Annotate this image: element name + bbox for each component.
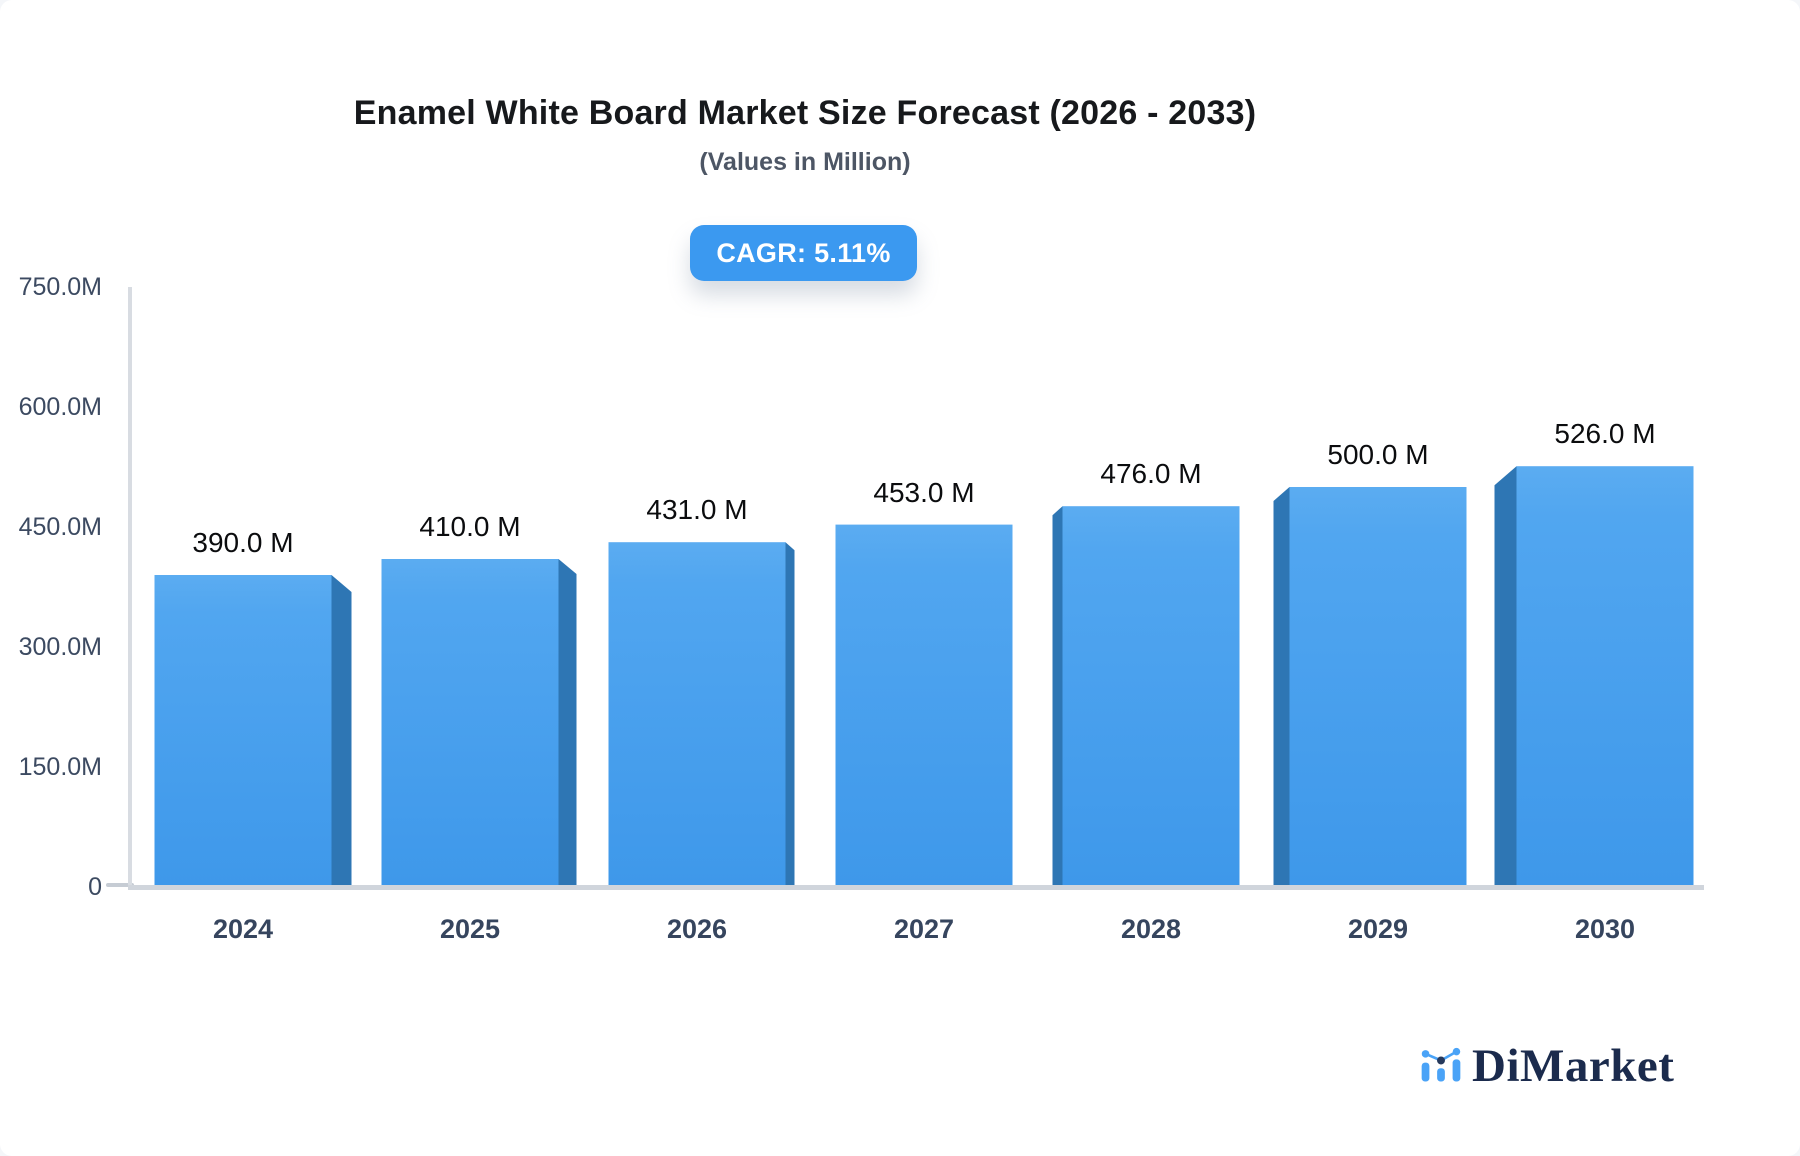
cagr-badge: CAGR: 5.11% bbox=[690, 225, 917, 281]
bar-side bbox=[1052, 506, 1063, 889]
x-tick-label: 2026 bbox=[666, 914, 728, 944]
x-tick-label: 2030 bbox=[1574, 914, 1636, 944]
bar-value-label: 500.0 M bbox=[1327, 439, 1429, 470]
bar-value-label: 453.0 M bbox=[873, 476, 975, 508]
bar[interactable] bbox=[1516, 466, 1694, 889]
x-tick-label: 2029 bbox=[1347, 914, 1409, 944]
bar[interactable] bbox=[381, 559, 559, 889]
bar-side bbox=[1494, 466, 1517, 889]
bar-side bbox=[1273, 487, 1290, 889]
y-axis-line bbox=[128, 287, 132, 888]
y-tick-label: 450.0M bbox=[18, 513, 102, 541]
bar[interactable] bbox=[154, 575, 332, 889]
bar-value-label: 390.0 M bbox=[192, 527, 294, 558]
bar-value-label: 526.0 M bbox=[1554, 418, 1656, 450]
x-tick-label: 2025 bbox=[439, 914, 501, 944]
bar-side bbox=[785, 542, 795, 889]
chart-subtitle: (Values in Million) bbox=[699, 148, 911, 176]
y-tick-label: 150.0M bbox=[18, 753, 102, 781]
bar[interactable] bbox=[608, 542, 786, 889]
y-tick-label: 300.0M bbox=[18, 633, 102, 661]
x-tick-label: 2027 bbox=[893, 914, 955, 944]
y-tick-label: 600.0M bbox=[18, 393, 102, 421]
bar-side bbox=[558, 559, 577, 889]
y-tick-label: 750.0M bbox=[18, 273, 102, 301]
dimarket-logo-icon bbox=[1421, 1047, 1461, 1082]
cagr-badge-label: CAGR: 5.11% bbox=[716, 237, 891, 268]
bar-side bbox=[331, 575, 352, 889]
x-axis-line bbox=[128, 885, 1704, 890]
bar[interactable] bbox=[1289, 487, 1467, 889]
bar[interactable] bbox=[1062, 506, 1240, 889]
y-tick-label: 0 bbox=[88, 873, 102, 901]
x-tick-label: 2024 bbox=[212, 914, 274, 944]
bar-value-label: 476.0 M bbox=[1100, 458, 1202, 490]
chart-title: Enamel White Board Market Size Forecast … bbox=[353, 94, 1257, 132]
bar-value-label: 431.0 M bbox=[646, 494, 748, 526]
brand-logo: DiMarket bbox=[1420, 1040, 1674, 1092]
bar[interactable] bbox=[835, 524, 1013, 889]
y-axis-zero-tick bbox=[106, 883, 134, 887]
brand-name: DiMarket bbox=[1472, 1040, 1675, 1092]
x-tick-label: 2028 bbox=[1120, 914, 1182, 944]
bar-value-label: 410.0 M bbox=[419, 511, 521, 542]
